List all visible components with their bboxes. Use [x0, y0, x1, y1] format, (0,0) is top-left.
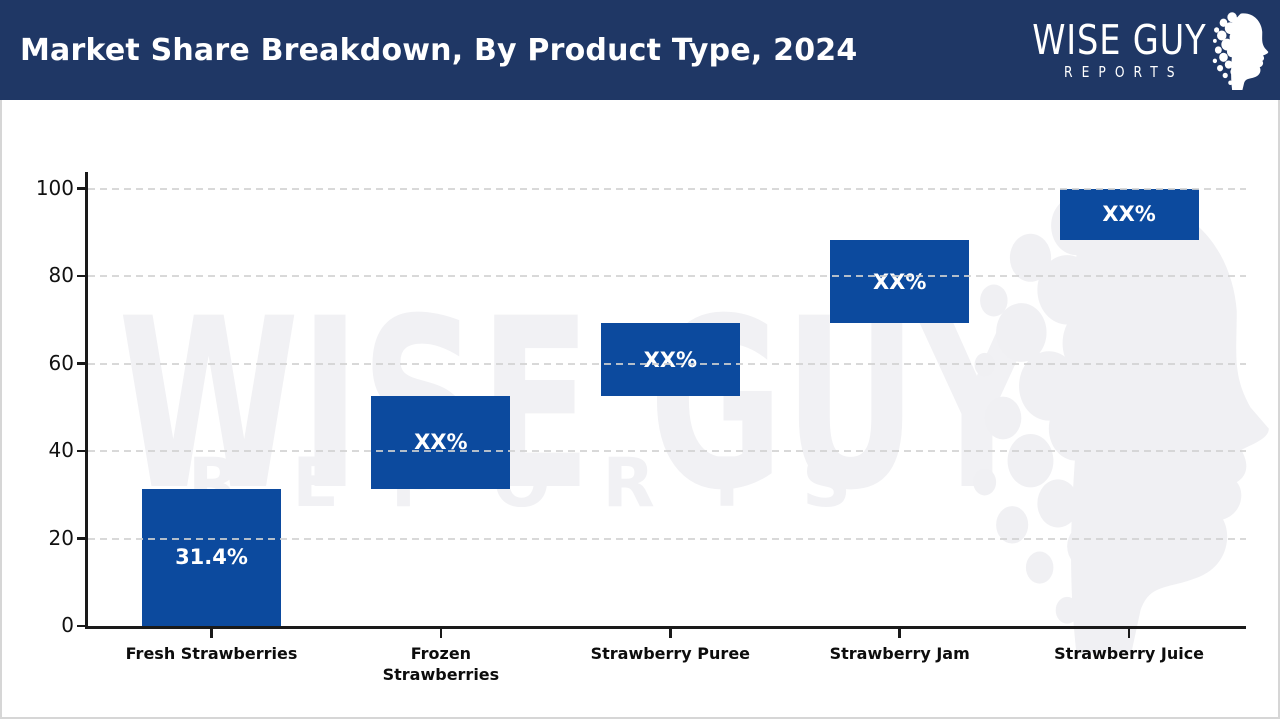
x-tick-label: Fresh Strawberries — [125, 644, 298, 663]
x-tick-label: Strawberry Puree — [590, 644, 751, 663]
y-tick-0 — [77, 624, 86, 628]
watermark-text-line2: REPORTS — [188, 444, 904, 523]
gridline-20 — [88, 537, 1246, 540]
watermark-head-icon — [973, 196, 1269, 653]
x-tick-label: Strawberry Juice — [1054, 644, 1205, 663]
header-bar: Market Share Breakdown, By Product Type,… — [0, 0, 1280, 100]
y-tick-40 — [77, 449, 86, 453]
gridline-60 — [88, 362, 1246, 365]
bar-2: XX% — [371, 395, 511, 489]
y-tick-60 — [77, 362, 86, 365]
y-tick-100 — [77, 187, 86, 190]
bar-4: XX% — [830, 240, 970, 324]
x-tick — [669, 629, 672, 638]
bar-value-label: XX% — [643, 347, 698, 372]
y-tick-label-0: 0 — [61, 613, 74, 637]
bar-value-label: XX% — [872, 269, 927, 294]
x-tick-label: Frozen Strawberries — [382, 644, 500, 684]
x-tick — [210, 629, 213, 638]
x-tick — [1127, 629, 1131, 638]
y-tick-label-60: 60 — [48, 350, 74, 375]
y-tick-80 — [77, 274, 86, 278]
y-axis-line — [85, 172, 88, 628]
x-tick — [898, 629, 901, 638]
bar-3: XX% — [600, 323, 740, 396]
page-title: Market Share Breakdown, By Product Type,… — [20, 32, 858, 68]
brand-name: WISE GUY — [1031, 15, 1206, 64]
bar-value-label: 31.4% — [175, 545, 248, 570]
bar-1: 31.4% — [142, 488, 281, 626]
x-axis-line — [85, 626, 1246, 629]
x-tick-label: Strawberry Jam — [829, 644, 970, 663]
y-tick-20 — [77, 537, 86, 540]
bar-value-label: XX% — [1102, 202, 1156, 227]
brand-logo: WISE GUY REPORTS — [994, 4, 1270, 96]
y-tick-label-80: 80 — [48, 263, 74, 288]
brand-sub: REPORTS — [1063, 62, 1184, 81]
gridline-80 — [88, 275, 1246, 278]
y-tick-label-40: 40 — [48, 438, 74, 463]
gridline-40 — [88, 450, 1246, 453]
x-tick — [439, 629, 443, 638]
brand-text: WISE GUY REPORTS — [1031, 15, 1206, 81]
watermark-text-line1: WISE GUY — [118, 269, 1037, 542]
gridline-100 — [88, 187, 1246, 190]
chart-area: 0 20 40 60 80 100 Fresh Strawberries Frozen Str… — [0, 100, 1280, 720]
wiseguy-head-icon — [1212, 12, 1269, 90]
y-tick-label-100: 100 — [35, 175, 74, 200]
y-tick-label-20: 20 — [48, 525, 74, 550]
bar-5: XX% — [1059, 188, 1199, 241]
